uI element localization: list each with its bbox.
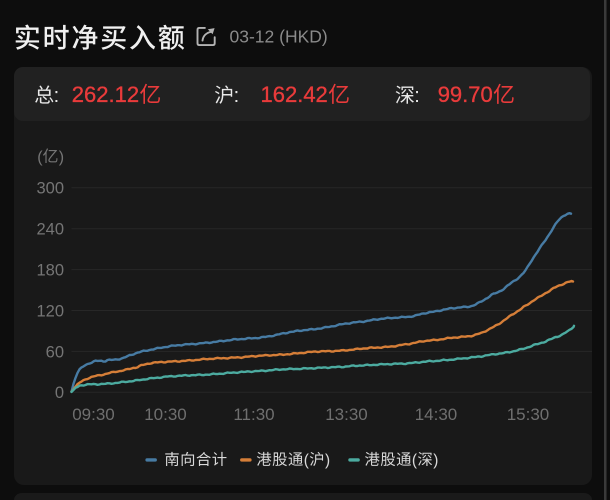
svg-text:15:30: 15:30 bbox=[507, 405, 550, 424]
svg-text:262.12: 262.12 bbox=[72, 82, 139, 107]
svg-text:180: 180 bbox=[36, 262, 64, 280]
svg-text:): ) bbox=[59, 149, 64, 166]
svg-text:11:30: 11:30 bbox=[233, 405, 274, 424]
svg-text:): ) bbox=[325, 452, 330, 469]
svg-text:14:30: 14:30 bbox=[415, 405, 458, 424]
svg-text:09:30: 09:30 bbox=[72, 405, 115, 424]
svg-text:13:30: 13:30 bbox=[325, 405, 368, 424]
svg-text:(: ( bbox=[37, 149, 43, 166]
svg-text::: : bbox=[54, 85, 60, 107]
svg-text:10:30: 10:30 bbox=[144, 405, 187, 424]
svg-text:): ) bbox=[433, 452, 438, 469]
svg-text:120: 120 bbox=[36, 302, 64, 320]
svg-text:240: 240 bbox=[36, 221, 64, 239]
svg-text:60: 60 bbox=[46, 343, 64, 361]
svg-text::: : bbox=[234, 85, 240, 107]
svg-text:99.70: 99.70 bbox=[438, 82, 493, 107]
svg-text:300: 300 bbox=[36, 180, 64, 198]
svg-text:03-12 (HKD): 03-12 (HKD) bbox=[230, 26, 328, 46]
svg-text::: : bbox=[414, 85, 420, 107]
svg-text:(: ( bbox=[304, 452, 310, 469]
svg-text:162.42: 162.42 bbox=[261, 82, 328, 107]
svg-text:(: ( bbox=[412, 452, 418, 469]
svg-text:0: 0 bbox=[55, 384, 64, 402]
